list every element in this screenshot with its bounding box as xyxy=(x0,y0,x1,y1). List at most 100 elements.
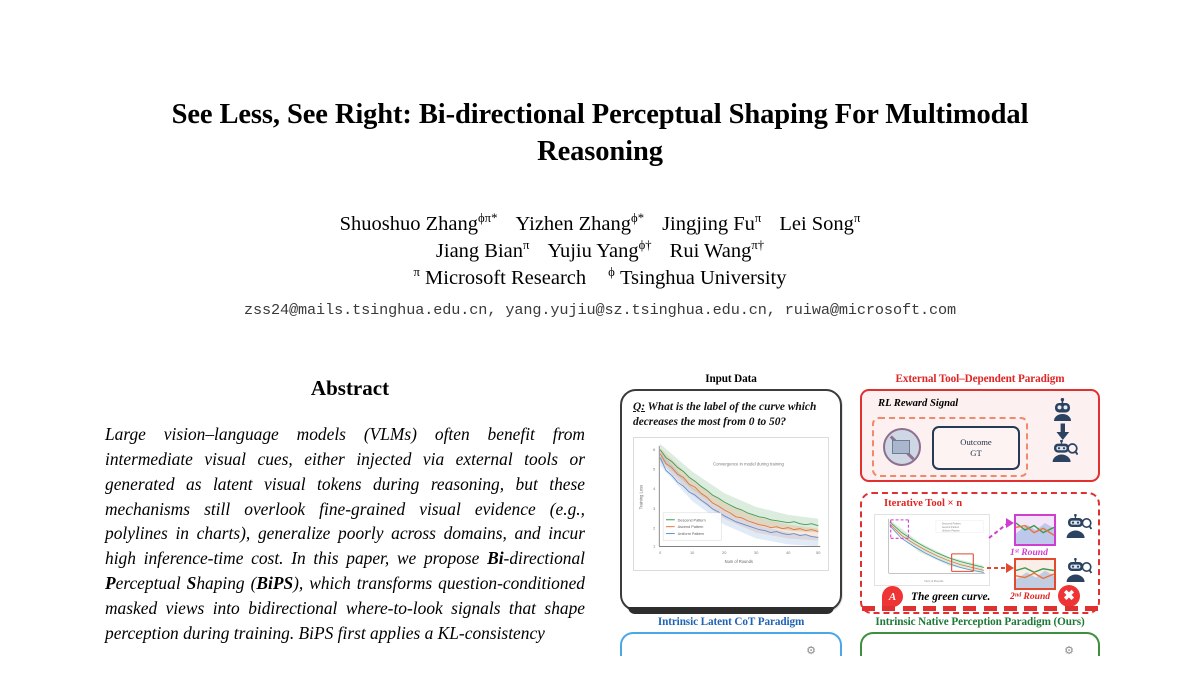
author-list: Shuoshuo Zhangϕπ* Yizhen Zhangϕ* Jingjing … xyxy=(160,211,1040,265)
abstract-bold-bips: BiPS xyxy=(256,573,294,594)
question-text: Q: What is the label of the curve which … xyxy=(633,400,829,430)
answer-row: A The green curve. xyxy=(882,586,990,607)
svg-text:40: 40 xyxy=(786,551,791,556)
author-affiliation-mark: π xyxy=(523,238,530,253)
author-item: Jiang Bianπ xyxy=(435,238,530,262)
native-perception-title: Intrinsic Native Perception Paradigm (Ou… xyxy=(875,616,1085,628)
author-affiliation-mark: ϕ* xyxy=(631,211,645,226)
abstract-bold-p: P xyxy=(105,573,116,594)
chart-ylabel: Training Loss xyxy=(639,485,644,510)
external-paradigm-panel: RL Reward Signal Outcome GT xyxy=(860,389,1100,482)
round-1-crop xyxy=(1014,514,1056,546)
gear-icon: ⚙ xyxy=(1064,645,1074,657)
author-affiliation-mark: π† xyxy=(751,238,765,253)
question-prefix: Q: xyxy=(633,401,646,413)
svg-text:4: 4 xyxy=(653,487,656,492)
svg-text:2: 2 xyxy=(653,526,655,531)
svg-text:3: 3 xyxy=(653,506,655,511)
robot-pipeline xyxy=(1040,398,1086,464)
round-1-label: 1ˢᵗ Round xyxy=(1010,547,1048,558)
input-data-title: Input Data xyxy=(705,373,757,385)
paradigm-column: External Tool–Dependent Paradigm RL Rewa… xyxy=(860,372,1100,614)
svg-text:0: 0 xyxy=(659,551,662,556)
author-row-2: Jiang Bianπ Yujiu Yangϕ† Rui Wangπ† xyxy=(160,238,1040,265)
legend-item: Uniform Pattern xyxy=(678,533,704,537)
question-body: What is the label of the curve which dec… xyxy=(633,401,817,429)
input-data-panel: Input Data Q: What is the label of the c… xyxy=(620,372,842,611)
input-card-bottom-edge xyxy=(628,607,834,614)
svg-text:30: 30 xyxy=(754,551,759,556)
page-title: See Less, See Right: Bi-directional Perc… xyxy=(160,96,1040,170)
author-affiliation-mark: ϕ† xyxy=(638,238,652,253)
author-item: Rui Wangπ† xyxy=(669,238,765,262)
arrow-to-round-2-icon xyxy=(987,563,1014,573)
author-emails: zss24@mails.tsinghua.edu.cn, yang.yujiu@… xyxy=(243,301,957,319)
title-line-2: Reasoning xyxy=(537,136,663,167)
affiliation-name: Microsoft Research xyxy=(425,267,587,289)
iterative-tool-title: Iterative Tool × n xyxy=(884,498,963,509)
input-data-card: Q: What is the label of the curve which … xyxy=(620,389,842,611)
author-name: Jingjing Fu xyxy=(662,213,755,235)
robot-round-2-icon xyxy=(1066,558,1092,582)
author-name: Yizhen Zhang xyxy=(515,213,632,235)
svg-text:10: 10 xyxy=(690,551,695,556)
svg-text:Ascend Pattern: Ascend Pattern xyxy=(942,526,960,529)
legend-item: Ascend Pattern xyxy=(678,526,704,530)
iterative-panel-bottom-edge xyxy=(862,606,1098,612)
abstract-bold-bi: Bi xyxy=(487,548,504,569)
robot-with-tool-icon xyxy=(1052,440,1078,462)
svg-text:Num of Rounds: Num of Rounds xyxy=(924,579,944,583)
gear-icon: ⚙ xyxy=(806,645,816,657)
rl-reward-signal-label: RL Reward Signal xyxy=(878,398,959,409)
round-2-crop xyxy=(1014,558,1056,590)
answer-text: The green curve. xyxy=(911,590,991,603)
affiliation-name: Tsinghua University xyxy=(619,267,787,289)
outcome-label: Outcome xyxy=(960,437,992,447)
latent-cot-panel: Intrinsic Latent CoT Paradigm ⚙ xyxy=(620,607,842,657)
native-perception-panel: Intrinsic Native Perception Paradigm (Ou… xyxy=(860,606,1100,657)
no-image-icon xyxy=(883,428,921,466)
author-item: Yizhen Zhangϕ* xyxy=(515,211,645,235)
robot-round-1-icon xyxy=(1066,514,1092,538)
svg-text:5: 5 xyxy=(653,467,656,472)
bottom-paradigm-row: Intrinsic Latent CoT Paradigm ⚙ Intrinsi… xyxy=(620,606,1100,657)
author-item: Lei Songπ xyxy=(779,211,861,235)
author-item: Jingjing Fuπ xyxy=(662,211,762,235)
svg-text:Descend Pattern: Descend Pattern xyxy=(942,523,962,526)
native-perception-card: ⚙ xyxy=(860,632,1100,657)
abstract-segment: Large vision–language models (VLMs) ofte… xyxy=(105,424,585,569)
abstract-segment: ), which transforms question-conditioned… xyxy=(105,573,585,643)
latent-cot-title: Intrinsic Latent CoT Paradigm xyxy=(657,616,805,628)
abstract-text: Large vision–language models (VLMs) ofte… xyxy=(105,422,585,646)
svg-text:50: 50 xyxy=(816,551,821,556)
title-line-1: See Less, See Right: Bi-directional Perc… xyxy=(171,99,1029,130)
input-chart: Convergence in model during training 6 5… xyxy=(633,437,829,572)
answer-badge: A xyxy=(882,586,903,607)
gt-label: GT xyxy=(970,448,982,458)
author-name: Jiang Bian xyxy=(435,240,524,262)
teaser-figure: Input Data Q: What is the label of the c… xyxy=(620,372,1100,657)
author-affiliation-mark: π xyxy=(853,211,861,226)
affiliation-list: π Microsoft Research ϕ Tsinghua Universit… xyxy=(160,265,1040,290)
author-name: Rui Wang xyxy=(669,240,752,262)
svg-text:6: 6 xyxy=(653,447,655,452)
reward-dashed-container: Outcome GT xyxy=(872,417,1028,477)
iterative-source-chart: Descend Pattern Ascend Pattern Uniform P… xyxy=(874,514,990,586)
affiliation-mark: ϕ xyxy=(608,265,615,280)
external-paradigm-title: External Tool–Dependent Paradigm xyxy=(895,373,1065,385)
abstract-segment: -directional xyxy=(503,548,585,569)
outcome-gt-box: Outcome GT xyxy=(932,426,1020,470)
abstract-heading: Abstract xyxy=(310,376,390,400)
svg-text:Uniform Pattern: Uniform Pattern xyxy=(942,530,960,533)
author-affiliation-mark: π xyxy=(754,211,762,226)
chart-xlabel: Num of Rounds xyxy=(725,559,753,564)
legend-item: Descend Pattern xyxy=(678,519,706,523)
author-name: Lei Song xyxy=(779,213,854,235)
abstract-segment: erceptual xyxy=(115,573,187,594)
robot-icon xyxy=(1054,398,1071,421)
latent-cot-card: ⚙ xyxy=(620,632,842,657)
author-affiliation-mark: ϕπ* xyxy=(478,211,498,226)
svg-text:20: 20 xyxy=(722,551,727,556)
author-name: Yujiu Yang xyxy=(547,240,639,262)
arrow-down-icon xyxy=(1056,423,1070,440)
